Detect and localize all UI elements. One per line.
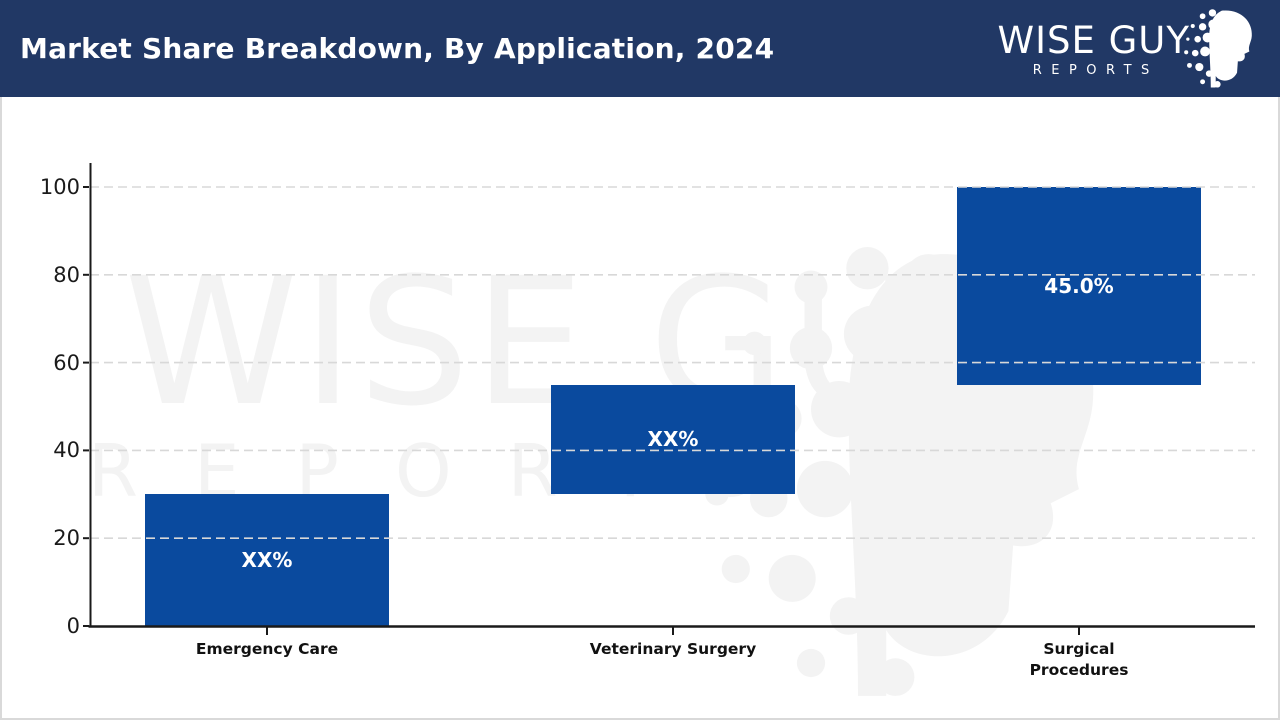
page-title: Market Share Breakdown, By Application, … (20, 32, 775, 65)
bar-value-label: XX% (241, 548, 293, 573)
wiseguy-face-logo-icon (1184, 9, 1252, 88)
logo-sub-text: REPORTS (1032, 62, 1159, 78)
x-axis-category-label: Surgical Procedures (1029, 640, 1129, 679)
bar-veterinary-surgery (551, 384, 795, 495)
y-axis-tick-label: 60 (53, 350, 80, 375)
x-axis-category-label: Veterinary Surgery (589, 640, 757, 658)
y-axis-tick-label: 20 (53, 526, 80, 551)
wiseguy-logo: WISE GUY REPORTS (998, 8, 1262, 90)
y-axis-tick-label: 80 (53, 262, 80, 287)
x-axis-category-label: Emergency Care (195, 640, 339, 658)
y-axis-tick-label: 100 (39, 175, 80, 199)
bar-emergency-care (145, 494, 389, 626)
logo-brand-text: WISE GUY (997, 18, 1190, 62)
header-bar: Market Share Breakdown, By Application, … (0, 0, 1280, 97)
y-axis-tick-label: 0 (66, 614, 80, 638)
bar-value-label: XX% (647, 427, 699, 452)
bar-surgical-procedures (957, 187, 1201, 385)
logo-text-block: WISE GUY REPORTS (997, 18, 1190, 78)
y-axis-tick-label: 40 (53, 438, 80, 463)
bar-value-label: 45.0% (1044, 273, 1114, 298)
chart-area: WISE GUY REPORTS XX% XX% 45.0% 0 20 40 60 80 100… (0, 97, 1280, 720)
